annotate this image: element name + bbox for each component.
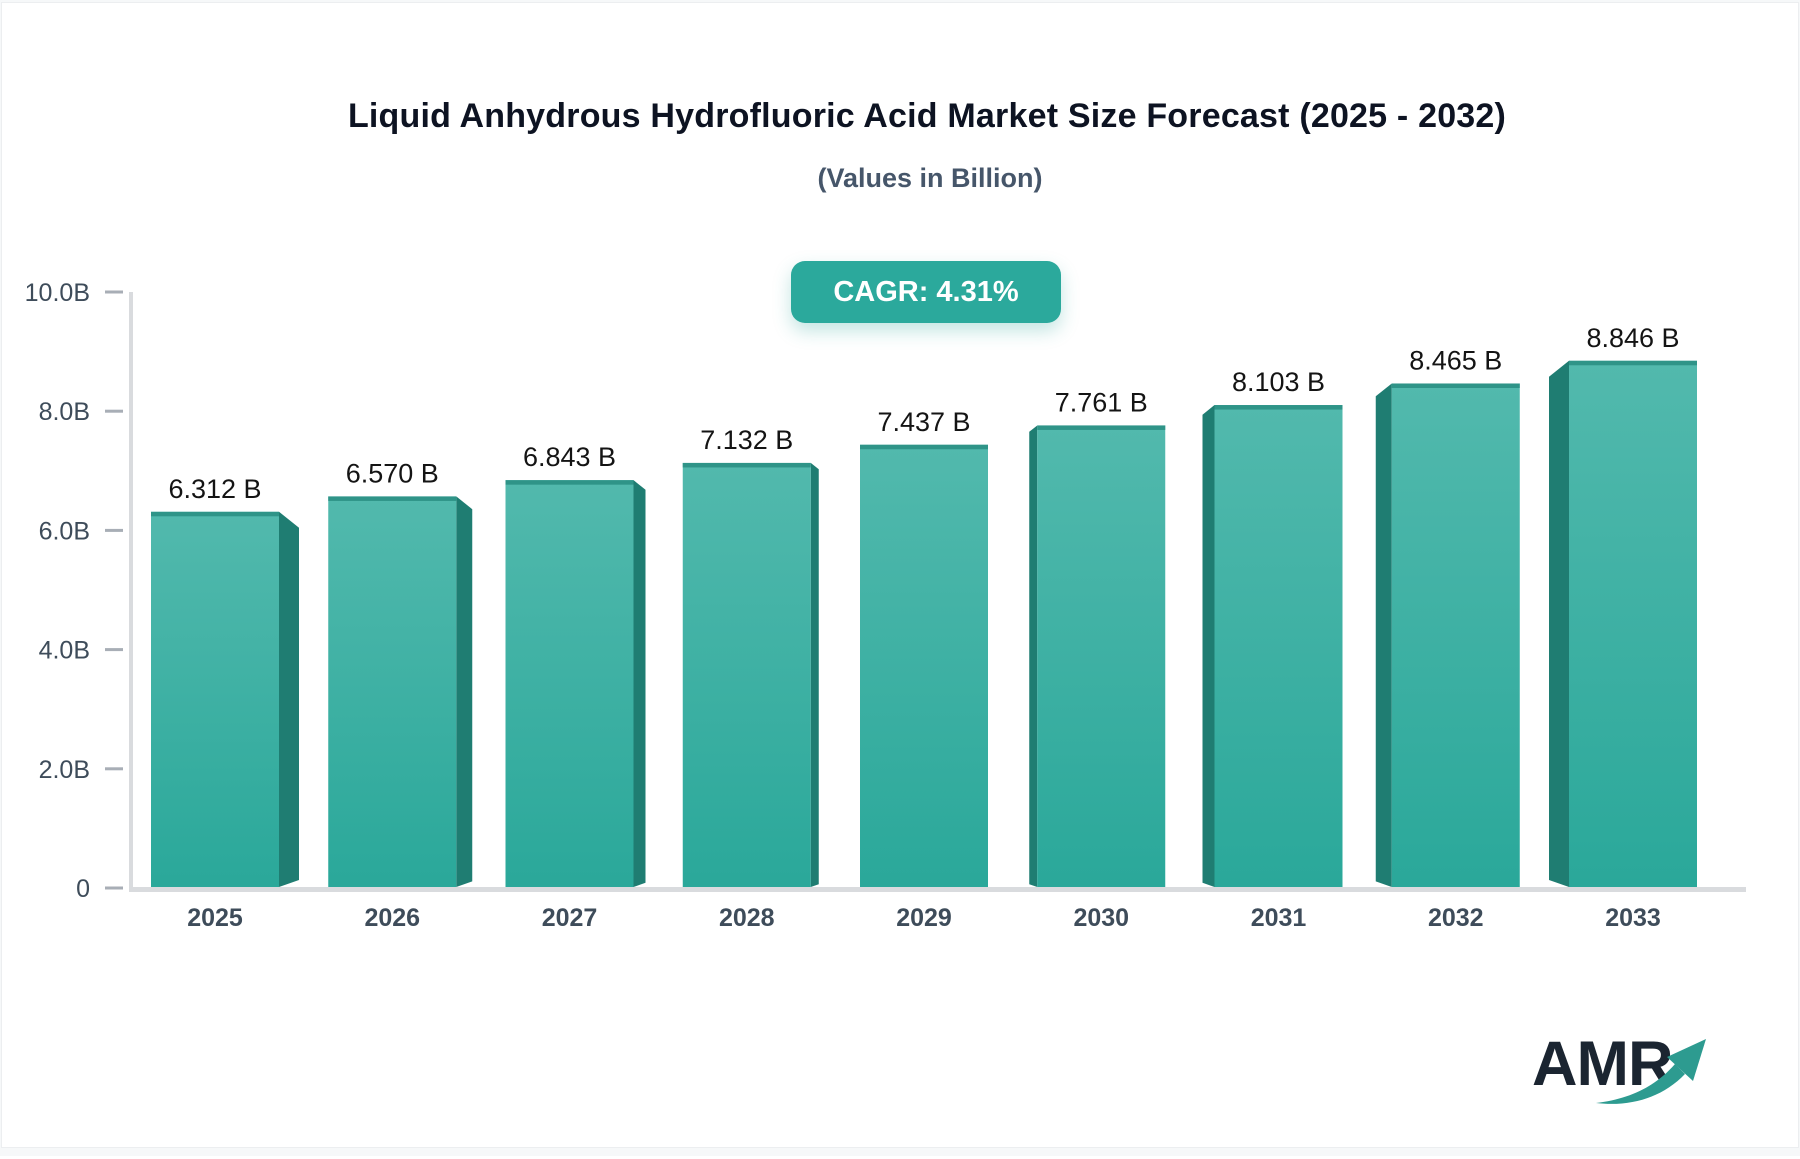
x-axis-label: 2026 bbox=[364, 904, 420, 932]
bar-value-label: 7.761 B bbox=[1055, 387, 1148, 417]
bar-value-label: 8.465 B bbox=[1409, 345, 1502, 375]
bar-side-face bbox=[1549, 360, 1569, 887]
x-axis-label: 2027 bbox=[542, 904, 598, 932]
bar-side-face bbox=[1202, 405, 1215, 887]
y-tick-label: 4.0B bbox=[39, 637, 90, 665]
amr-logo: AMR bbox=[1532, 1033, 1767, 1128]
bar-value-label: 8.846 B bbox=[1586, 323, 1679, 353]
y-tick bbox=[105, 409, 123, 413]
bar-value-label: 6.570 B bbox=[346, 458, 439, 488]
y-tick bbox=[105, 767, 123, 771]
bar-group: 6.312 B 2025 bbox=[151, 474, 299, 932]
bar-side-face bbox=[279, 511, 299, 887]
bar-group: 8.103 B 2031 bbox=[1202, 367, 1343, 932]
bar-value-label: 8.103 B bbox=[1232, 367, 1325, 397]
bar-top-edge bbox=[328, 496, 457, 501]
bar-top-edge bbox=[1569, 360, 1697, 366]
bar-front-face bbox=[505, 480, 634, 887]
chart-title: Liquid Anhydrous Hydrofluoric Acid Marke… bbox=[347, 97, 1507, 135]
bar-group: 8.465 B 2032 bbox=[1375, 345, 1520, 932]
market-forecast-bar-chart: 10.0B 8.0B 6.0B 4.0B 2.0B 0 6.312 B 2025 6.57… bbox=[25, 279, 1746, 932]
bar-top-edge bbox=[860, 444, 988, 450]
cagr-badge: CAGR: 4.31% bbox=[791, 261, 1061, 323]
y-tick-label: 0 bbox=[76, 875, 90, 903]
bar-side-face bbox=[633, 480, 646, 887]
bar-group: 7.437 B 2029 bbox=[860, 407, 988, 932]
bar-group: 6.843 B 2027 bbox=[505, 442, 646, 932]
y-tick-label: 10.0B bbox=[25, 279, 90, 307]
bar-group: 8.846 B 2033 bbox=[1549, 323, 1697, 932]
bar-group: 7.132 B 2028 bbox=[682, 425, 819, 932]
bar-front-face bbox=[860, 444, 988, 887]
x-axis-label: 2032 bbox=[1428, 904, 1484, 932]
bar-top-edge bbox=[1037, 425, 1166, 430]
bar-front-face bbox=[1569, 360, 1697, 887]
bar-top-edge bbox=[505, 480, 634, 485]
growth-arrow-icon bbox=[1596, 1039, 1706, 1104]
chart-subtitle: (Values in Billion) bbox=[817, 163, 1043, 193]
bar-side-face bbox=[1029, 425, 1038, 887]
x-axis-label: 2028 bbox=[719, 904, 775, 932]
bar-front-face bbox=[151, 511, 279, 887]
y-axis-line bbox=[129, 292, 133, 892]
bar-front-face bbox=[682, 462, 811, 887]
x-axis-label: 2033 bbox=[1605, 904, 1661, 932]
bar-side-face bbox=[810, 462, 819, 887]
bar-top-edge bbox=[151, 511, 279, 517]
x-baseline bbox=[129, 887, 1746, 892]
bar-front-face bbox=[1037, 425, 1166, 887]
bar-value-label: 6.843 B bbox=[523, 442, 616, 472]
bar-value-label: 7.132 B bbox=[700, 425, 793, 455]
x-axis-label: 2029 bbox=[896, 904, 952, 932]
y-tick bbox=[105, 886, 123, 890]
bar-group: 6.570 B 2026 bbox=[328, 458, 473, 932]
bar-top-edge bbox=[1214, 405, 1343, 410]
bar-front-face bbox=[1214, 405, 1343, 887]
bar-side-face bbox=[1375, 383, 1392, 887]
y-tick-label: 8.0B bbox=[39, 398, 90, 426]
y-tick-label: 2.0B bbox=[39, 756, 90, 784]
x-axis-label: 2031 bbox=[1251, 904, 1307, 932]
y-tick bbox=[105, 648, 123, 652]
bar-group: 7.761 B 2030 bbox=[1029, 387, 1166, 932]
y-tick-label: 6.0B bbox=[39, 517, 90, 545]
amr-logo-text: AMR bbox=[1532, 1029, 1673, 1099]
x-axis-label: 2025 bbox=[187, 904, 243, 932]
bar-front-face bbox=[1391, 383, 1520, 887]
y-tick bbox=[105, 528, 123, 532]
bar-value-label: 6.312 B bbox=[168, 474, 261, 504]
y-tick bbox=[105, 290, 123, 294]
bar-side-face bbox=[456, 496, 473, 887]
bar-front-face bbox=[328, 496, 457, 887]
bar-top-edge bbox=[682, 462, 811, 468]
bar-top-edge bbox=[1391, 383, 1520, 388]
bar-value-label: 7.437 B bbox=[877, 407, 970, 437]
x-axis-label: 2030 bbox=[1073, 904, 1129, 932]
